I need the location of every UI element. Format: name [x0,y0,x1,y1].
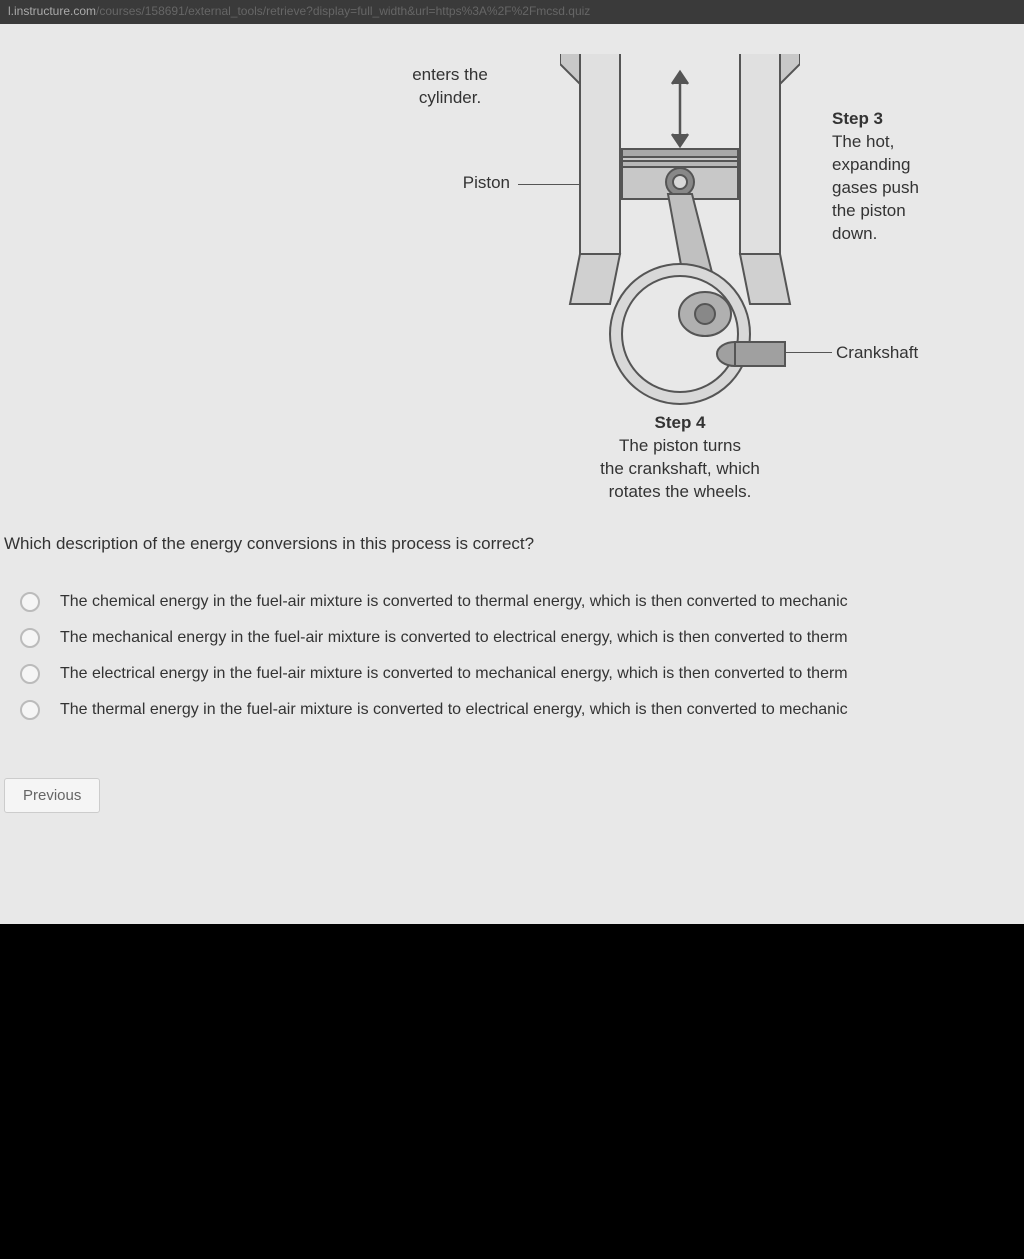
option-b[interactable]: The mechanical energy in the fuel-air mi… [20,620,1024,656]
step3-line: down. [832,224,877,243]
below-screen [0,924,1024,1259]
step3-line: expanding [832,155,910,174]
caption-line: cylinder. [419,88,481,107]
option-d-text: The thermal energy in the fuel-air mixtu… [60,701,848,719]
label-text: Crankshaft [836,343,918,362]
engine-svg [560,54,800,434]
radio-b[interactable] [20,628,40,648]
previous-button[interactable]: Previous [4,778,100,813]
question-text: Which description of the energy conversi… [0,514,1024,574]
radio-c[interactable] [20,664,40,684]
crankshaft-label: Crankshaft [836,342,956,365]
url-path: /courses/158691/external_tools/retrieve?… [96,4,590,18]
step3-block: Step 3 The hot, expanding gases push the… [832,108,962,246]
step3-line: The hot, [832,132,894,151]
label-text: Piston [463,173,510,192]
option-a-text: The chemical energy in the fuel-air mixt… [60,593,848,611]
diagram-top-caption: enters the cylinder. [380,64,520,110]
caption-line: enters the [412,65,488,84]
step4-line: The piston turns [619,436,741,455]
answer-options: The chemical energy in the fuel-air mixt… [0,574,1024,728]
option-b-text: The mechanical energy in the fuel-air mi… [60,629,848,647]
nav-controls: Previous [0,728,1024,813]
radio-a[interactable] [20,592,40,612]
piston-label: Piston [400,172,510,195]
step3-title: Step 3 [832,109,883,128]
engine-diagram: enters the cylinder. Piston Step 3 The h… [0,54,1024,514]
step3-line: gases push [832,178,919,197]
option-a[interactable]: The chemical energy in the fuel-air mixt… [20,584,1024,620]
option-c-text: The electrical energy in the fuel-air mi… [60,665,848,683]
step3-line: the piston [832,201,906,220]
radio-d[interactable] [20,700,40,720]
step4-line: rotates the wheels. [609,482,752,501]
quiz-content: enters the cylinder. Piston Step 3 The h… [0,24,1024,924]
browser-url-bar: l.instructure.com/courses/158691/externa… [0,0,1024,24]
option-c[interactable]: The electrical energy in the fuel-air mi… [20,656,1024,692]
option-d[interactable]: The thermal energy in the fuel-air mixtu… [20,692,1024,728]
step4-line: the crankshaft, which [600,459,760,478]
url-domain: l.instructure.com [8,4,96,18]
